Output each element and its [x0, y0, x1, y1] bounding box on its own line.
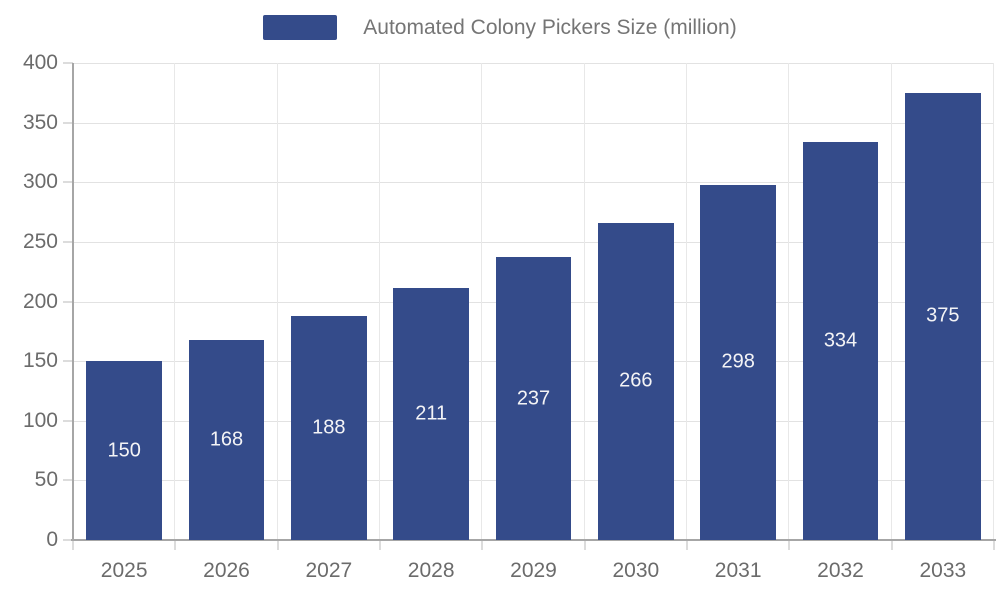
x-axis-tick-label: 2025: [100, 559, 148, 582]
bar[interactable]: [188, 339, 265, 540]
gridline-vertical: [276, 63, 278, 540]
x-axis-tick-label: 2026: [203, 559, 250, 582]
y-axis-tick-label: 250: [22, 229, 58, 253]
y-axis-tick: [63, 121, 73, 124]
x-axis-tick-label: 2032: [817, 559, 864, 582]
gridline-vertical: [993, 63, 994, 540]
x-axis-tick-label: 2033: [919, 559, 967, 582]
x-axis-tick: [890, 540, 893, 550]
bar[interactable]: [597, 222, 674, 540]
x-axis-tick-label: 2030: [612, 559, 660, 582]
y-axis-tick-label: 150: [22, 349, 58, 373]
x-axis-tick: [379, 540, 381, 550]
x-axis-tick-label: 2028: [407, 559, 455, 582]
x-axis-tick-label: 2027: [305, 559, 353, 582]
legend-swatch-icon: [263, 15, 338, 40]
bar-value-label: 237: [516, 387, 551, 410]
gridline-horizontal: [73, 122, 994, 124]
x-axis-tick: [276, 540, 279, 550]
bar[interactable]: [290, 315, 367, 540]
gridline-vertical: [890, 63, 892, 540]
x-axis-tick: [174, 540, 177, 550]
y-axis-tick: [63, 479, 73, 482]
y-axis-tick-label: 100: [22, 408, 58, 432]
gridline-horizontal: [73, 63, 994, 64]
gridline-vertical: [174, 63, 176, 540]
bar-value-label: 211: [415, 402, 448, 425]
plot-area: 0 50 100 150 200 250 300 350 400 150 2025 168 2026 18…: [23, 51, 996, 582]
bar-value-label: 150: [107, 439, 141, 462]
y-axis-tick: [63, 300, 73, 303]
bar-value-label: 375: [926, 304, 960, 327]
bar[interactable]: [904, 92, 981, 540]
x-axis-tick: [788, 540, 791, 550]
y-axis-tick-label: 400: [22, 51, 58, 74]
y-axis-tick: [63, 62, 73, 64]
gridline-vertical: [583, 63, 585, 540]
y-axis-line: [72, 63, 74, 540]
y-axis-tick-label: 350: [22, 110, 58, 134]
y-axis-tick: [63, 539, 73, 541]
x-axis-tick-label: 2029: [510, 559, 557, 582]
x-axis-line: [71, 539, 996, 541]
y-axis-tick: [63, 360, 73, 363]
y-axis-tick: [63, 419, 73, 422]
y-axis-tick: [63, 181, 73, 184]
bar[interactable]: [495, 257, 572, 540]
x-axis-tick-label: 2031: [714, 559, 762, 582]
gridline-vertical: [379, 63, 380, 540]
bar-value-label: 298: [721, 350, 755, 373]
legend-label: Automated Colony Pickers Size (million): [363, 15, 737, 39]
x-axis-tick: [686, 540, 688, 550]
bar[interactable]: [393, 288, 470, 540]
x-axis-tick: [993, 540, 995, 550]
y-axis-tick-label: 200: [22, 289, 58, 313]
legend-item[interactable]: Automated Colony Pickers Size (million): [0, 15, 1000, 40]
y-axis-tick-label: 0: [46, 528, 58, 551]
x-axis-tick: [481, 540, 484, 550]
bar-value-label: 266: [619, 369, 653, 392]
bar-value-label: 168: [209, 428, 244, 451]
x-axis-tick: [72, 540, 74, 550]
gridline-vertical: [481, 63, 483, 540]
gridline-horizontal: [73, 241, 994, 243]
bar[interactable]: [86, 361, 163, 540]
gridline-vertical: [788, 63, 790, 540]
y-axis-tick-label: 50: [34, 468, 58, 492]
y-axis-tick-label: 300: [22, 170, 58, 194]
y-axis-tick: [63, 240, 73, 243]
bar[interactable]: [802, 141, 879, 540]
bar-value-label: 334: [823, 329, 858, 352]
bar-value-label: 188: [312, 416, 346, 439]
bar[interactable]: [700, 184, 777, 540]
gridline-horizontal: [73, 182, 994, 184]
gridline-vertical: [686, 63, 687, 540]
x-axis-tick: [583, 540, 586, 550]
